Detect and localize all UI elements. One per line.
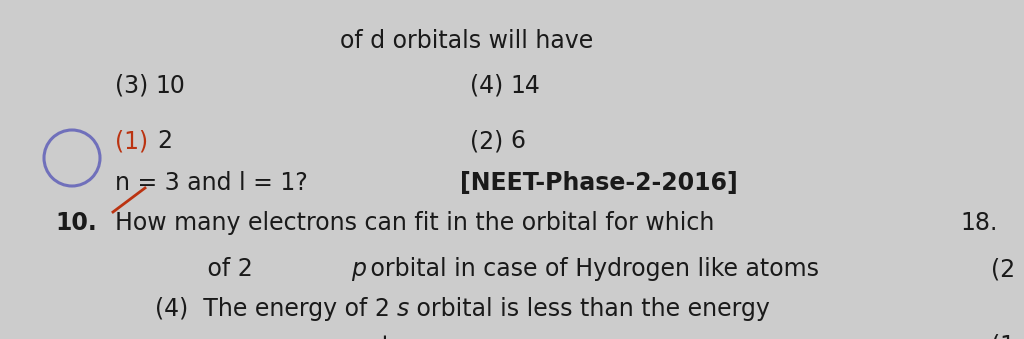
Text: 10.: 10. <box>55 211 96 235</box>
Text: (4): (4) <box>470 74 503 98</box>
Text: 18.: 18. <box>961 211 997 235</box>
Text: of d orbitals will have: of d orbitals will have <box>340 29 593 53</box>
Text: (2): (2) <box>470 129 503 153</box>
Text: (1): (1) <box>115 129 148 153</box>
Text: (2: (2 <box>991 257 1015 281</box>
Text: of 2: of 2 <box>155 257 253 281</box>
Text: (4)  The energy of 2: (4) The energy of 2 <box>155 297 390 321</box>
Text: 6: 6 <box>510 129 525 153</box>
Text: How many electrons can fit in the orbital for which: How many electrons can fit in the orbita… <box>115 211 715 235</box>
Text: orbital is less than the energy: orbital is less than the energy <box>409 297 770 321</box>
Text: p: p <box>351 257 366 281</box>
Text: [NEET-Phase-2-2016]: [NEET-Phase-2-2016] <box>460 171 737 195</box>
Text: arrangement: arrangement <box>238 334 392 339</box>
Text: (3): (3) <box>115 74 148 98</box>
Text: 14: 14 <box>510 74 540 98</box>
Text: 10: 10 <box>155 74 185 98</box>
Text: (1: (1 <box>991 334 1015 339</box>
Text: s: s <box>397 297 410 321</box>
Text: n = 3 and l = 1?: n = 3 and l = 1? <box>115 171 308 195</box>
Text: 2: 2 <box>157 129 172 153</box>
Text: orbital in case of Hydrogen like atoms: orbital in case of Hydrogen like atoms <box>362 257 819 281</box>
